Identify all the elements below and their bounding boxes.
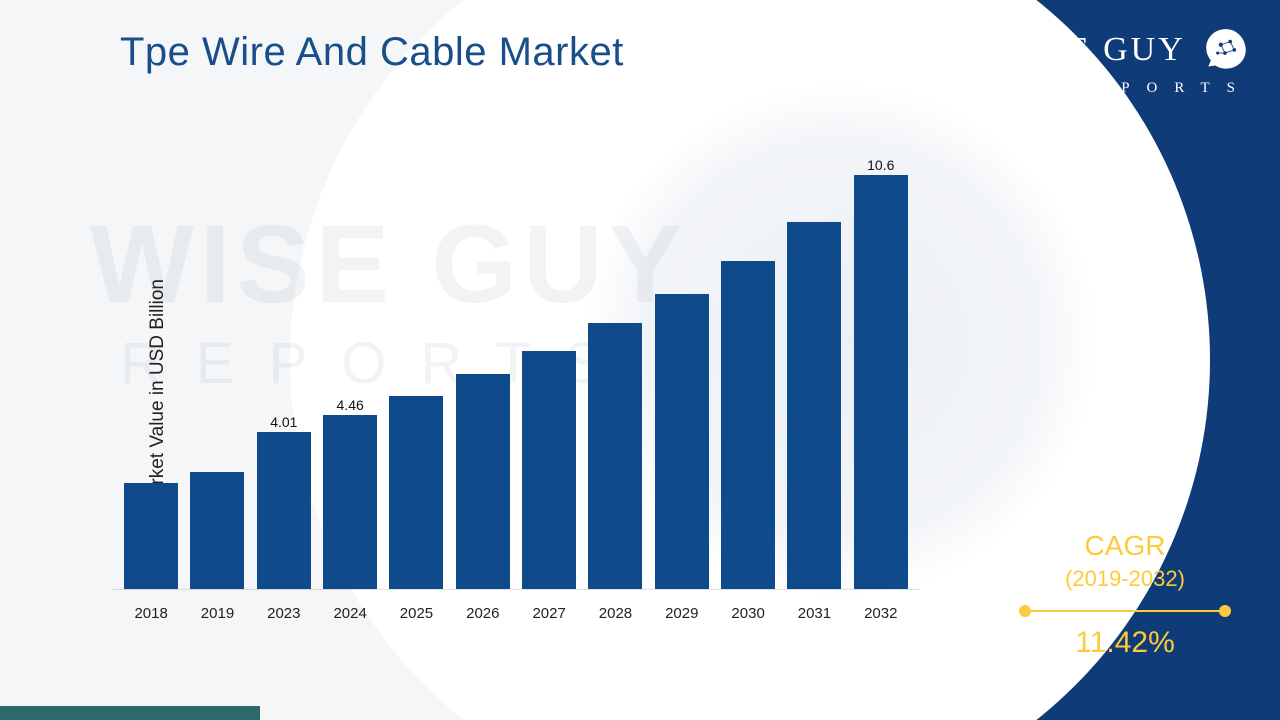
bar-col-2032: 10.6 <box>848 157 914 589</box>
bar-col-2029 <box>649 276 715 589</box>
brand-sub: REPORTS <box>997 80 1253 97</box>
page-title: Tpe Wire And Cable Market <box>120 30 624 75</box>
x-tick-label: 2029 <box>649 605 715 622</box>
chart-area: Market Value in USD Billion 4.014.4610.6… <box>70 160 920 630</box>
x-tick-label: 2025 <box>383 605 449 622</box>
chart-plot: 4.01 4.46 10.6 <box>112 160 920 590</box>
bar <box>588 323 642 589</box>
x-tick-label: 2027 <box>516 605 582 622</box>
x-tick-label: 2018 <box>118 605 184 622</box>
bar <box>257 432 311 589</box>
bar-col-2026 <box>450 356 516 589</box>
bar <box>323 415 377 589</box>
page-root: WISE GUY REPORTS Tpe Wire And Cable Mark… <box>0 0 1280 720</box>
x-labels: 2018201920232024202520262027202820292030… <box>112 605 920 622</box>
brand-main-text: WISE GUY <box>997 31 1185 68</box>
bar <box>854 175 908 589</box>
bar <box>389 396 443 590</box>
bar <box>655 294 709 589</box>
cagr-value: 11.42% <box>1000 626 1250 660</box>
cagr-range: (2019-2032) <box>1000 566 1250 592</box>
x-tick-label: 2030 <box>715 605 781 622</box>
bar <box>787 222 841 589</box>
bar <box>522 351 576 589</box>
bar-col-2027 <box>516 333 582 589</box>
x-tick-label: 2026 <box>450 605 516 622</box>
bar-value-label: 4.46 <box>337 397 364 413</box>
brand-logo: WISE GUY REPORTS <box>997 26 1253 97</box>
bar-col-2031 <box>781 204 847 589</box>
bar-col-2028 <box>582 305 648 589</box>
cagr-block: CAGR (2019-2032) 11.42% <box>1000 530 1250 660</box>
bar-value-label: 4.01 <box>270 414 297 430</box>
bottom-strip <box>0 706 260 720</box>
cagr-divider <box>1025 610 1225 612</box>
bar-col-2018 <box>118 465 184 589</box>
bar-col-2025 <box>383 378 449 590</box>
x-tick-label: 2019 <box>184 605 250 622</box>
bars-container: 4.01 4.46 10.6 <box>112 160 920 589</box>
x-tick-label: 2028 <box>582 605 648 622</box>
brand-head-icon <box>1200 26 1252 78</box>
bar-col-2023: 4.01 <box>251 414 317 589</box>
bar-col-2019 <box>184 454 250 589</box>
brand-main: WISE GUY <box>997 26 1253 78</box>
x-tick-label: 2032 <box>848 605 914 622</box>
cagr-label: CAGR <box>1000 530 1250 562</box>
bar <box>721 261 775 589</box>
bar <box>456 374 510 589</box>
bar-col-2030 <box>715 243 781 589</box>
bar-col-2024: 4.46 <box>317 397 383 589</box>
x-tick-label: 2024 <box>317 605 383 622</box>
x-tick-label: 2023 <box>251 605 317 622</box>
bar <box>124 483 178 589</box>
bar-value-label: 10.6 <box>867 157 894 173</box>
bar <box>190 472 244 589</box>
x-tick-label: 2031 <box>781 605 847 622</box>
